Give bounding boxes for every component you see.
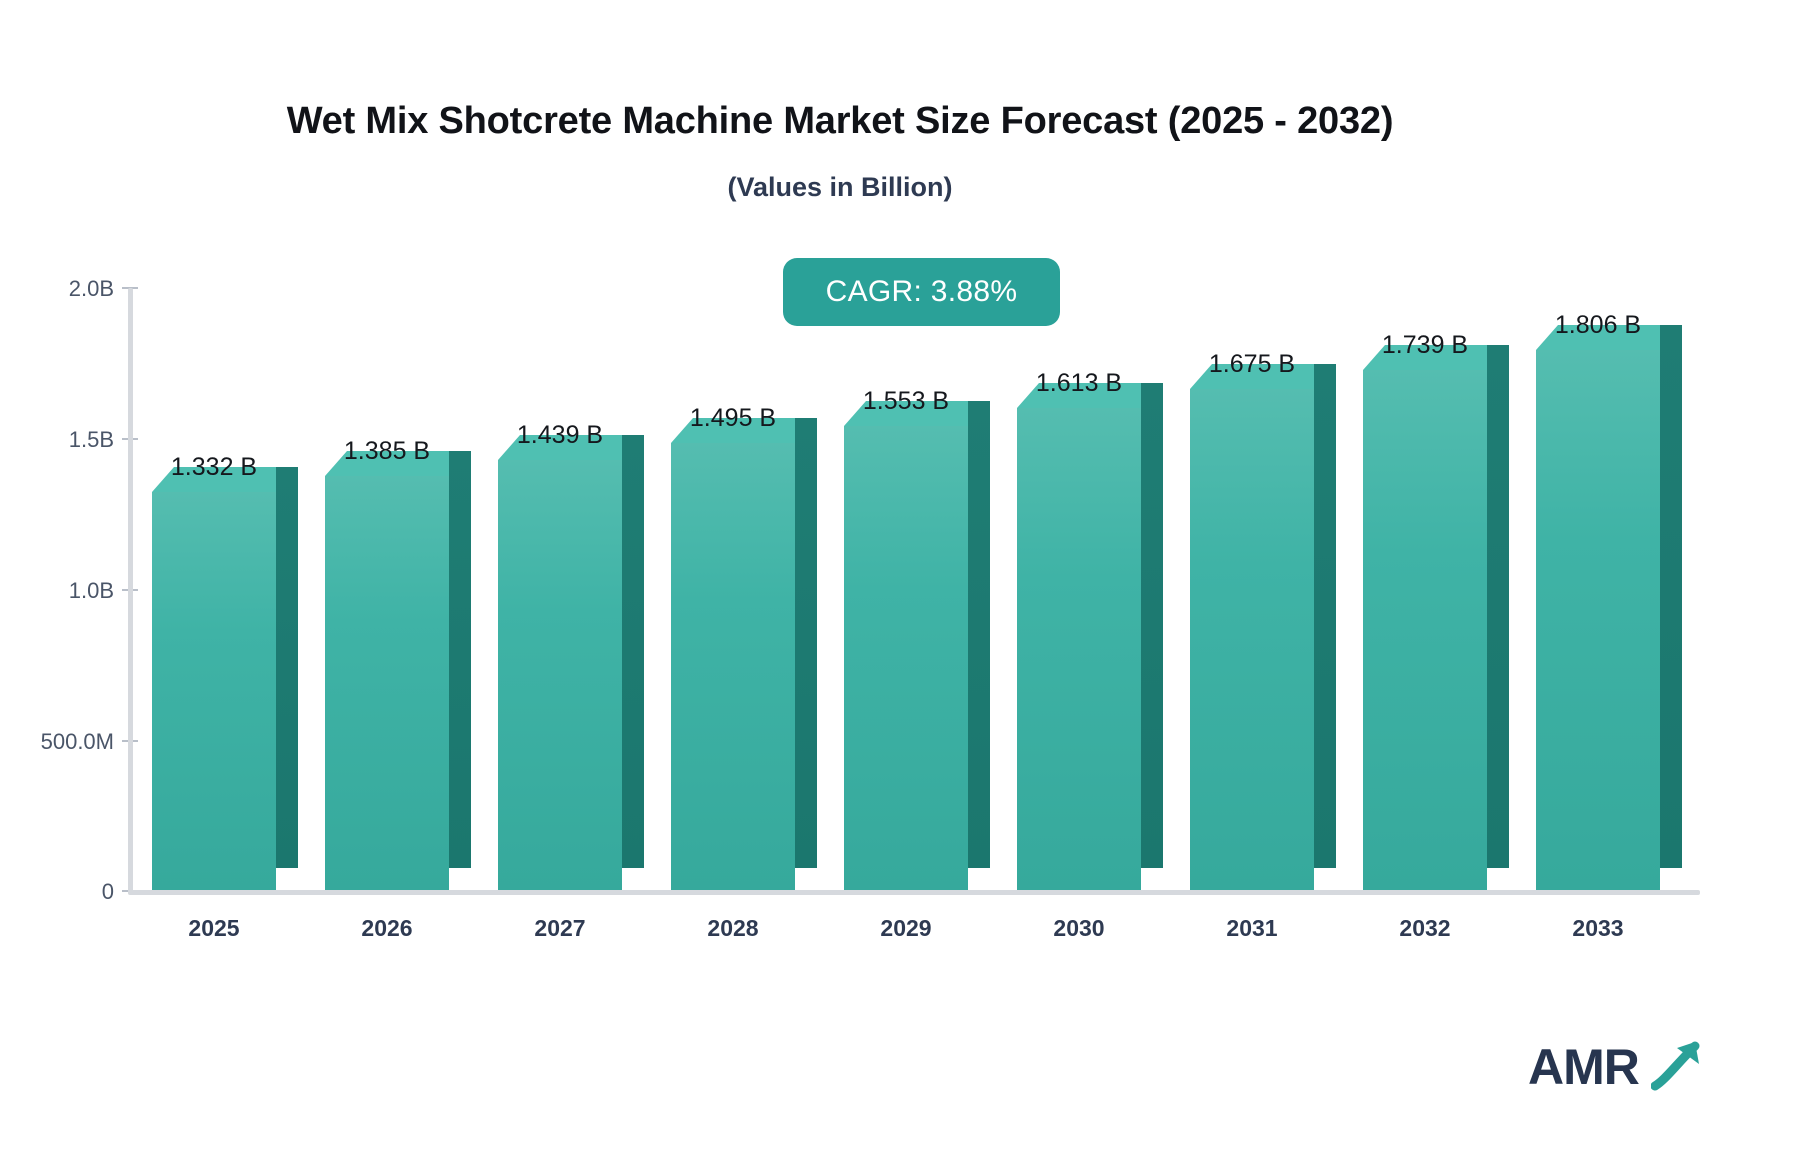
bar-value-2030: 1.613 B bbox=[1035, 369, 1123, 397]
bar-top-face-2028 bbox=[671, 418, 817, 443]
bar-value-2025: 1.332 B bbox=[170, 453, 258, 481]
x-axis-label-2029: 2029 bbox=[880, 915, 932, 941]
bar-top-face-2027 bbox=[498, 435, 644, 460]
cagr-badge: CAGR: 3.88% bbox=[783, 258, 1060, 326]
bar-side-face-2032 bbox=[1487, 345, 1509, 868]
bar-front-face-2033 bbox=[1536, 350, 1660, 890]
bar-top-face-2032 bbox=[1363, 345, 1509, 370]
bar-value-2029: 1.553 B bbox=[862, 387, 950, 415]
bar-side-face-2025 bbox=[276, 467, 298, 868]
bar-value-2028: 1.495 B bbox=[689, 404, 777, 432]
bar-value-2027: 1.439 B bbox=[516, 421, 604, 449]
x-axis-label-2028: 2028 bbox=[707, 915, 759, 941]
bar-top-face-2025 bbox=[152, 467, 298, 492]
x-axis-label-2033: 2033 bbox=[1572, 915, 1624, 941]
bar-value-2031: 1.675 B bbox=[1208, 350, 1296, 378]
growth-arrow-icon bbox=[1651, 1041, 1700, 1091]
x-axis-label-2032: 2032 bbox=[1399, 915, 1451, 941]
bar-front-face-2031 bbox=[1190, 389, 1314, 890]
chart-subtitle: (Values in Billion) bbox=[727, 172, 953, 202]
bar-front-face-2027 bbox=[498, 460, 622, 890]
bar-top-face-2033 bbox=[1536, 325, 1682, 350]
bar-top-face-2030 bbox=[1017, 383, 1163, 408]
x-axis-label-2030: 2030 bbox=[1053, 915, 1105, 941]
x-axis-line bbox=[128, 890, 1700, 895]
bar-side-face-2029 bbox=[968, 401, 990, 868]
bar-side-face-2028 bbox=[795, 418, 817, 868]
bar-front-face-2025 bbox=[152, 492, 276, 890]
bar-side-face-2030 bbox=[1141, 383, 1163, 868]
bar-value-2033: 1.806 B bbox=[1554, 311, 1642, 339]
bar-top-face-2026 bbox=[325, 451, 471, 476]
bar-front-face-2030 bbox=[1017, 408, 1141, 890]
cagr-badge-label: CAGR: 3.88% bbox=[825, 275, 1018, 308]
bar-value-2032: 1.739 B bbox=[1381, 331, 1469, 359]
amr-logo: AMR bbox=[1528, 1038, 1700, 1100]
y-tick-label-1.0B: 1.0B bbox=[68, 578, 114, 603]
y-tick-label-0: 0 bbox=[101, 879, 114, 904]
bar-side-face-2026 bbox=[449, 451, 471, 868]
bar-side-face-2031 bbox=[1314, 364, 1336, 868]
bar-front-face-2032 bbox=[1363, 370, 1487, 890]
x-axis-label-2025: 2025 bbox=[188, 915, 240, 941]
bar-top-face-2031 bbox=[1190, 364, 1336, 389]
bar-front-face-2028 bbox=[671, 443, 795, 890]
bar-front-face-2026 bbox=[325, 476, 449, 890]
x-axis-label-2026: 2026 bbox=[361, 915, 413, 941]
y-tick-label-1.5B: 1.5B bbox=[68, 427, 114, 452]
bar-front-face-2029 bbox=[844, 426, 968, 890]
bar-value-2026: 1.385 B bbox=[343, 437, 431, 465]
page-title: Wet Mix Shotcrete Machine Market Size Fo… bbox=[286, 100, 1394, 142]
y-tick-label-2.0B: 2.0B bbox=[68, 276, 114, 301]
bar-top-face-2029 bbox=[844, 401, 990, 426]
x-axis-label-2031: 2031 bbox=[1226, 915, 1278, 941]
bar-side-face-2033 bbox=[1660, 325, 1682, 868]
amr-logo-text: AMR bbox=[1528, 1039, 1640, 1095]
y-tick-label-500.0M: 500.0M bbox=[40, 729, 114, 754]
y-axis-line bbox=[128, 288, 133, 892]
x-axis-label-2027: 2027 bbox=[534, 915, 586, 941]
bar-side-face-2027 bbox=[622, 435, 644, 868]
